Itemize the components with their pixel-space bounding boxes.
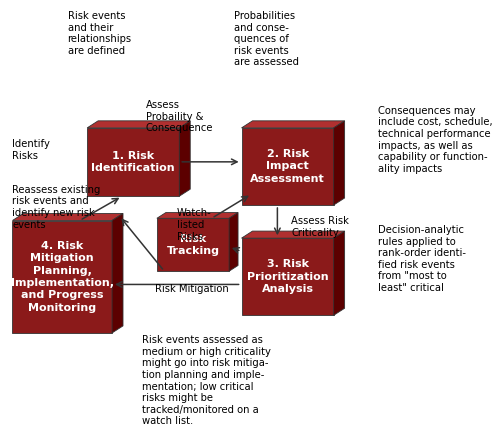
Polygon shape: [157, 213, 238, 218]
Text: Assess
Probaility &
Consequence: Assess Probaility & Consequence: [145, 100, 213, 134]
Text: Risk events
and their
relationships
are defined: Risk events and their relationships are …: [68, 11, 131, 56]
Text: Consequences may
include cost, schedule,
technical performance
impacts, as well : Consequences may include cost, schedule,…: [378, 106, 493, 174]
Polygon shape: [229, 213, 238, 271]
Text: 2. Risk
Impact
Assessment: 2. Risk Impact Assessment: [250, 149, 325, 184]
Text: Assess Risk
Criticality: Assess Risk Criticality: [291, 217, 349, 238]
Polygon shape: [157, 218, 229, 271]
Text: 4. Risk
Mitigation
Planning,
Implementation,
and Progress
Monitoring: 4. Risk Mitigation Planning, Implementat…: [11, 241, 114, 313]
Text: 1. Risk
Identification: 1. Risk Identification: [92, 151, 175, 173]
Text: Identify
Risks: Identify Risks: [12, 139, 50, 161]
Polygon shape: [12, 213, 123, 220]
Text: Risk Mitigation: Risk Mitigation: [155, 284, 229, 294]
Polygon shape: [242, 231, 345, 238]
Text: Reassess existing
risk events and
identify new risk
events: Reassess existing risk events and identi…: [12, 185, 101, 230]
Text: Watch-
listed
Risks: Watch- listed Risks: [177, 208, 212, 242]
Polygon shape: [242, 121, 345, 128]
Polygon shape: [334, 121, 345, 205]
Text: Risk events assessed as
medium or high criticality
might go into risk mitiga-
ti: Risk events assessed as medium or high c…: [142, 335, 271, 426]
Polygon shape: [334, 231, 345, 315]
Polygon shape: [87, 121, 190, 128]
Text: 3. Risk
Prioritization
Analysis: 3. Risk Prioritization Analysis: [247, 259, 328, 294]
Polygon shape: [179, 121, 190, 196]
Polygon shape: [242, 128, 334, 205]
Polygon shape: [12, 220, 112, 333]
Text: Probabilities
and conse-
quences of
risk events
are assessed: Probabilities and conse- quences of risk…: [234, 11, 299, 67]
Polygon shape: [112, 213, 123, 333]
Polygon shape: [87, 128, 179, 196]
Text: Decision-analytic
rules applied to
rank-order identi-
fied risk events
from "mos: Decision-analytic rules applied to rank-…: [378, 225, 467, 293]
Polygon shape: [242, 238, 334, 315]
Text: Risk
Tracking: Risk Tracking: [166, 234, 220, 256]
